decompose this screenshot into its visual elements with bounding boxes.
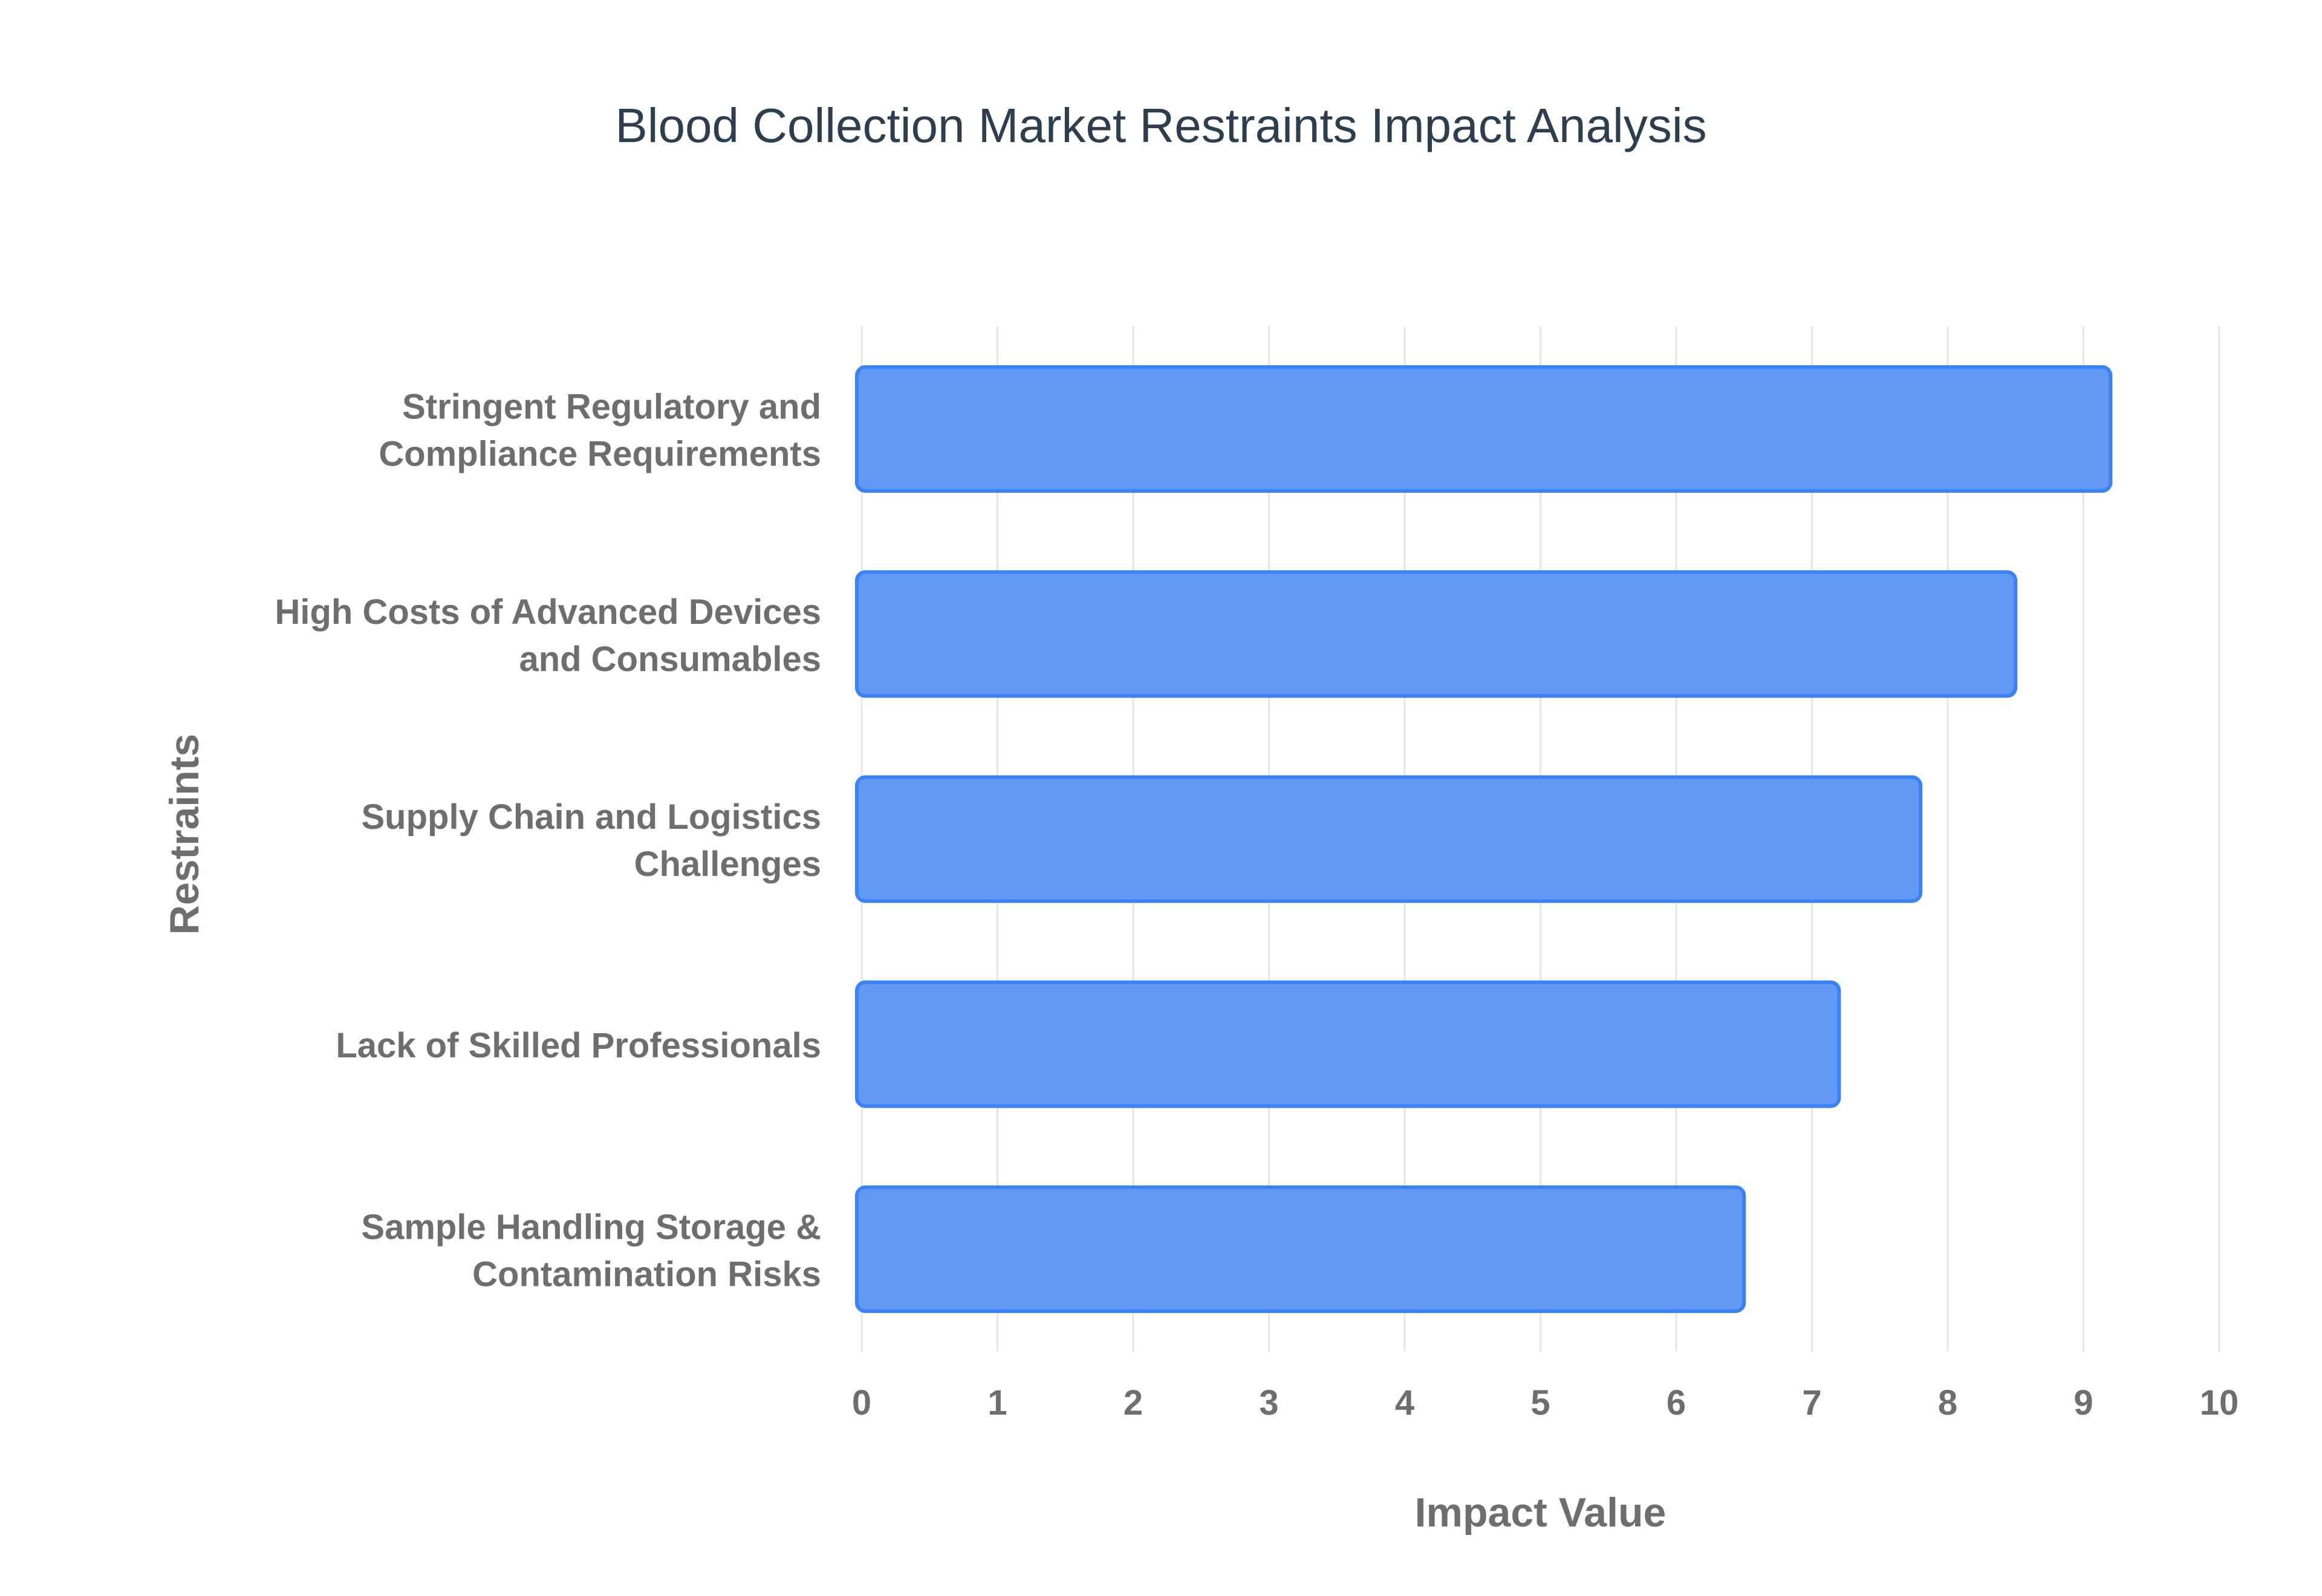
x-tick-label: 8 [1938, 1383, 1957, 1422]
bar [855, 1185, 1746, 1313]
bar [855, 775, 1923, 903]
y-tick-layer: Stringent Regulatory and Compliance Requi… [275, 388, 821, 1294]
y-tick-label-line: Sample Handling Storage & [361, 1207, 821, 1247]
bar [855, 980, 1841, 1108]
y-axis-title: Restraints [161, 734, 207, 935]
y-tick-label-line: Contamination Risks [472, 1254, 821, 1294]
y-tick-label: High Costs of Advanced Devices and Consum… [275, 592, 821, 679]
y-tick-label: Sample Handling Storage & Contamination R… [361, 1207, 821, 1294]
y-tick-label-line: Supply Chain and Logistics [361, 797, 821, 837]
y-tick-label: Supply Chain and Logistics Challenges [361, 797, 821, 884]
x-tick-label: 3 [1259, 1383, 1278, 1422]
x-tick-layer: 0 1 2 3 4 5 6 7 8 9 10 [852, 1383, 2239, 1422]
bar-layer [855, 365, 2113, 1313]
x-tick-label: 7 [1802, 1383, 1821, 1422]
y-tick-label: Stringent Regulatory and Compliance Requi… [379, 388, 821, 474]
y-tick-label-line: and Consumables [519, 640, 821, 679]
x-tick-label: 1 [987, 1383, 1007, 1422]
y-tick-label-line: High Costs of Advanced Devices [275, 592, 821, 632]
y-tick-label-line: Stringent Regulatory and [402, 388, 821, 427]
bar [855, 570, 2018, 698]
x-tick-label: 10 [2200, 1383, 2239, 1422]
x-tick-label: 6 [1667, 1383, 1686, 1422]
x-tick-label: 4 [1395, 1383, 1414, 1422]
x-tick-label: 5 [1530, 1383, 1550, 1422]
y-tick-label-line: Lack of Skilled Professionals [336, 1026, 821, 1065]
bar [855, 365, 2113, 493]
y-tick-label: Lack of Skilled Professionals [336, 1026, 821, 1065]
y-tick-label-line: Compliance Requirements [379, 435, 821, 474]
x-tick-label: 2 [1124, 1383, 1143, 1422]
x-tick-label: 9 [2073, 1383, 2093, 1422]
y-tick-label-line: Challenges [634, 845, 821, 884]
x-axis-title: Impact Value [1415, 1490, 1667, 1536]
x-tick-label: 0 [852, 1383, 871, 1422]
chart-title: Blood Collection Market Restraints Impac… [615, 99, 1707, 152]
